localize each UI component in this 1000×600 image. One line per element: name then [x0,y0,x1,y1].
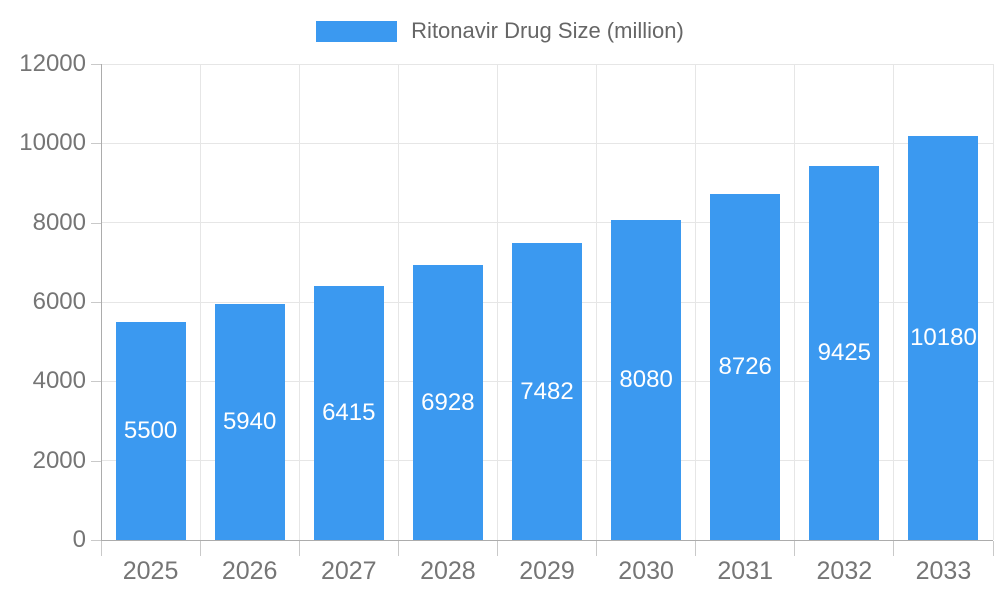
y-tick-mark [91,302,101,303]
grid-line-vertical [893,64,895,540]
grid-line-vertical [298,64,300,540]
bar-value-label: 7482 [520,377,574,405]
y-axis-line [101,64,102,555]
bar-value-label: 5500 [123,416,178,444]
y-tick-label: 12000 [19,50,86,77]
grid-line-vertical [794,64,796,540]
bar: 9425 [809,166,880,540]
x-tick-label: 2032 [816,557,873,585]
bar-value-label: 5940 [222,408,277,436]
x-tick-label: 2025 [122,557,179,585]
x-tick-mark [794,541,796,556]
bar-value-label: 8726 [718,352,772,380]
x-tick-label: 2029 [519,557,575,585]
x-tick-label: 2033 [915,557,972,585]
grid-line-horizontal [101,63,993,65]
x-tick-mark [496,541,498,556]
bar-value-label: 9425 [817,339,872,367]
x-tick-label: 2031 [717,557,774,585]
x-tick-label: 2026 [221,557,278,585]
x-tick-label: 2027 [320,557,377,585]
y-tick-label: 8000 [32,208,86,236]
x-tick-mark [397,541,399,556]
bar: 8080 [611,219,682,540]
grid-line-horizontal [101,222,993,224]
bar-value-label: 6415 [322,398,376,426]
bar: 5940 [214,304,285,540]
plot-area: 5500 5940 6415 6928 7482 8080 8726 9425 10180 [101,63,994,540]
x-axis-line [101,540,993,541]
y-tick-mark [91,460,101,462]
bar: 7482 [512,243,582,540]
grid-line-vertical [992,64,994,540]
x-tick-label: 2028 [420,557,476,585]
y-tick-mark [91,381,101,383]
grid-line-vertical [596,64,598,540]
bar: 6928 [412,265,483,540]
bar: 8726 [710,193,781,540]
y-tick-label: 2000 [32,446,86,474]
legend-swatch-icon [316,20,398,42]
legend[interactable]: Ritonavir Drug Size (million) [0,16,1000,46]
y-tick-mark [91,143,101,145]
x-tick-mark [893,541,895,556]
x-tick-mark [596,541,598,556]
grid-line-vertical [695,64,697,540]
grid-line-vertical [397,64,399,540]
y-tick-label: 0 [72,526,86,553]
bar: 6415 [313,285,384,540]
x-tick-mark [992,541,994,556]
y-tick-mark [91,222,101,224]
grid-line-horizontal [101,142,993,144]
bar: 10180 [908,136,979,540]
bar: 5500 [115,321,186,540]
x-tick-label: 2030 [618,557,674,585]
x-tick-mark [695,541,697,556]
y-tick-mark [91,64,101,65]
y-tick-label: 10000 [19,129,86,157]
grid-line-vertical [496,64,498,540]
x-tick-mark [298,541,300,556]
x-tick-mark [199,541,201,556]
y-tick-mark [91,540,101,541]
bar-value-label: 8080 [619,365,673,393]
y-tick-label: 6000 [32,288,86,315]
bar-value-label: 6928 [421,388,475,416]
x-tick-mark [100,541,102,556]
grid-line-vertical [199,64,201,540]
y-tick-label: 4000 [32,367,86,395]
legend-label: Ritonavir Drug Size (million) [411,18,684,43]
bar-value-label: 10180 [910,324,977,352]
